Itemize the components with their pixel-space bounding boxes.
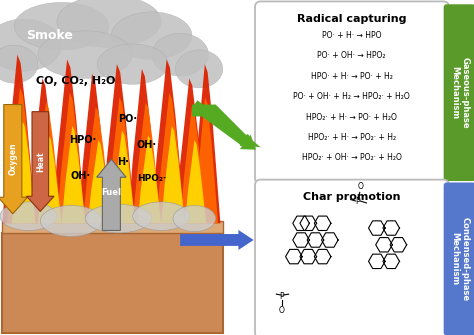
Text: Gaseous-phase
Mechanism: Gaseous-phase Mechanism <box>450 57 469 128</box>
Text: Smoke: Smoke <box>26 29 73 42</box>
FancyBboxPatch shape <box>444 183 474 335</box>
Polygon shape <box>2 55 36 223</box>
FancyArrow shape <box>97 159 126 230</box>
Ellipse shape <box>111 12 192 59</box>
Text: PO· + H· → HPO: PO· + H· → HPO <box>322 31 382 40</box>
Ellipse shape <box>57 0 161 48</box>
Polygon shape <box>161 126 185 223</box>
Text: OH·: OH· <box>137 140 157 150</box>
Polygon shape <box>133 102 161 223</box>
Polygon shape <box>78 74 109 223</box>
Polygon shape <box>194 97 218 223</box>
Ellipse shape <box>0 202 57 230</box>
Polygon shape <box>83 107 111 223</box>
Ellipse shape <box>97 44 168 84</box>
Polygon shape <box>128 69 159 223</box>
Text: HPO₂· + OH· → PO₂· + H₂O: HPO₂· + OH· → PO₂· + H₂O <box>302 153 401 162</box>
Polygon shape <box>152 59 185 223</box>
Polygon shape <box>192 64 220 223</box>
FancyBboxPatch shape <box>255 180 449 335</box>
Polygon shape <box>88 140 111 223</box>
Polygon shape <box>7 88 36 223</box>
Ellipse shape <box>85 204 152 233</box>
Text: PO·: PO· <box>118 114 137 124</box>
Text: Heat: Heat <box>36 151 45 172</box>
Text: PO· + OH· → HPO₂: PO· + OH· → HPO₂ <box>318 51 386 60</box>
Text: O: O <box>357 183 363 192</box>
Text: H·: H· <box>117 156 129 166</box>
FancyArrow shape <box>191 100 256 150</box>
Ellipse shape <box>133 202 190 230</box>
Text: HPO₂· + H· → PO· + H₂O: HPO₂· + H· → PO· + H₂O <box>306 113 397 122</box>
Polygon shape <box>107 97 135 223</box>
Polygon shape <box>57 93 85 223</box>
Polygon shape <box>137 135 161 223</box>
Text: HPO₂·: HPO₂· <box>137 174 166 183</box>
Ellipse shape <box>0 19 62 71</box>
Text: P: P <box>280 291 284 300</box>
Ellipse shape <box>173 205 216 231</box>
Polygon shape <box>175 78 206 223</box>
Text: HPO· + H· → PO· + H₂: HPO· + H· → PO· + H₂ <box>311 72 392 81</box>
Ellipse shape <box>175 50 223 88</box>
Text: CO, CO₂, H₂O: CO, CO₂, H₂O <box>36 76 116 86</box>
Ellipse shape <box>14 2 109 50</box>
Text: Oxygen: Oxygen <box>9 143 17 176</box>
Ellipse shape <box>152 33 209 76</box>
FancyArrow shape <box>27 112 54 211</box>
Polygon shape <box>62 126 85 223</box>
FancyBboxPatch shape <box>444 4 474 181</box>
Polygon shape <box>185 140 206 223</box>
Ellipse shape <box>0 45 38 83</box>
Text: P: P <box>356 197 360 206</box>
FancyArrow shape <box>180 230 254 250</box>
Text: HPO·: HPO· <box>69 135 97 145</box>
Text: OH·: OH· <box>71 171 91 181</box>
FancyBboxPatch shape <box>2 233 223 333</box>
Ellipse shape <box>40 205 102 237</box>
Polygon shape <box>33 102 62 223</box>
FancyBboxPatch shape <box>255 1 449 184</box>
Polygon shape <box>28 78 59 223</box>
Polygon shape <box>111 131 135 223</box>
Text: Radical capturing: Radical capturing <box>297 14 407 24</box>
Polygon shape <box>192 105 261 147</box>
Ellipse shape <box>38 31 133 78</box>
Polygon shape <box>2 221 223 233</box>
Polygon shape <box>38 135 62 223</box>
Text: PO· + OH· + H₂ → HPO₂· + H₂O: PO· + OH· + H₂ → HPO₂· + H₂O <box>293 92 410 101</box>
Polygon shape <box>102 64 135 223</box>
Polygon shape <box>180 107 206 223</box>
Text: HPO₂· + H· → PO₂· + H₂: HPO₂· + H· → PO₂· + H₂ <box>308 133 396 142</box>
Polygon shape <box>12 121 36 223</box>
Text: Char promotion: Char promotion <box>303 192 401 202</box>
Text: Fuel: Fuel <box>101 188 121 197</box>
Polygon shape <box>156 93 185 223</box>
FancyArrow shape <box>0 105 27 214</box>
Text: Condensed-phase
Mechanism: Condensed-phase Mechanism <box>450 217 469 301</box>
Polygon shape <box>52 59 85 223</box>
Text: O: O <box>279 306 285 315</box>
